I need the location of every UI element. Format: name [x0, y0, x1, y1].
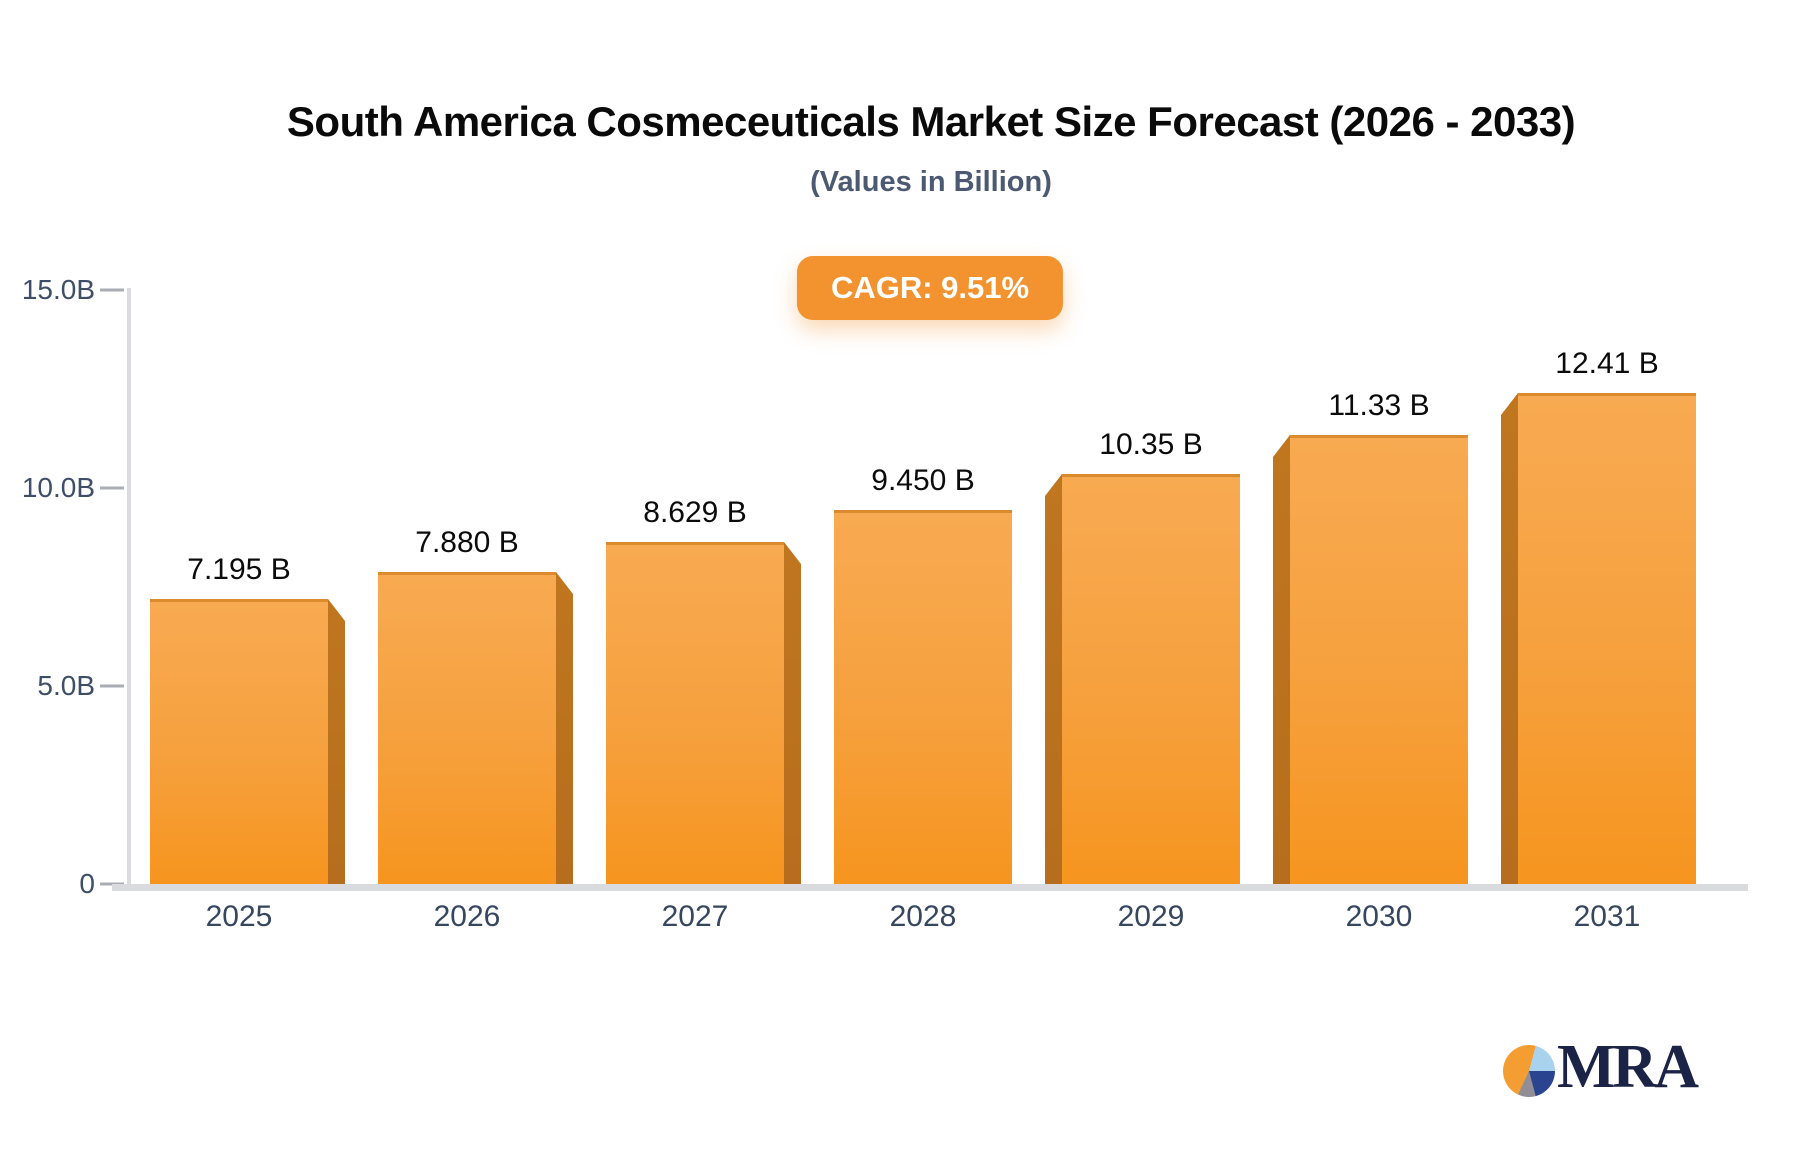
- y-tick-label: 0: [79, 868, 95, 899]
- x-tick-label: 2027: [661, 900, 729, 933]
- x-tick-label: 2026: [433, 900, 501, 933]
- y-tick-label: 15.0B: [21, 274, 95, 305]
- bar-side-2029: [1045, 474, 1062, 884]
- cagr-badge: CAGR: 9.51%: [796, 256, 1064, 320]
- x-tick-label: 2031: [1573, 900, 1641, 933]
- y-tick-dash: [100, 486, 124, 490]
- bar-value-label: 10.35 B: [1099, 428, 1203, 461]
- bar-2028: [834, 510, 1012, 884]
- x-axis-line: [112, 884, 1748, 891]
- bar-2026: [378, 572, 556, 884]
- bar-side-2026: [556, 572, 573, 884]
- bar-value-label: 8.629 B: [643, 496, 747, 529]
- bar-2030: [1290, 435, 1468, 884]
- logo-text: MRA: [1557, 1033, 1699, 1101]
- bar-2025: [150, 599, 328, 884]
- x-tick-label: 2029: [1117, 900, 1185, 933]
- pie-chart-icon: [1503, 1045, 1555, 1097]
- y-tick-dash: [100, 684, 124, 688]
- y-tick-label: 5.0B: [37, 670, 95, 701]
- bar-2029: [1062, 474, 1240, 884]
- bar-side-2030: [1273, 435, 1290, 884]
- bar-value-label: 12.41 B: [1555, 347, 1659, 380]
- bar-2027: [606, 542, 784, 884]
- x-tick-label: 2025: [205, 900, 273, 933]
- bar-side-2025: [328, 599, 345, 884]
- bar-side-2031: [1501, 393, 1518, 884]
- bar-side-2027: [784, 542, 801, 884]
- x-tick-label: 2030: [1345, 900, 1413, 933]
- y-axis-line: [127, 288, 131, 888]
- chart-subtitle: (Values in Billion): [810, 166, 1052, 198]
- bar-value-label: 7.880 B: [415, 526, 519, 559]
- bar-value-label: 11.33 B: [1328, 389, 1430, 422]
- bar-value-label: 9.450 B: [871, 464, 975, 497]
- logo: MRA: [1503, 1033, 1699, 1101]
- y-tick-label: 10.0B: [21, 472, 95, 503]
- bar-value-label: 7.195 B: [187, 553, 291, 586]
- chart-title: South America Cosmeceuticals Market Size…: [286, 98, 1576, 145]
- x-tick-label: 2028: [889, 900, 957, 933]
- y-tick-dash: [100, 288, 124, 292]
- bar-2031: [1518, 393, 1696, 884]
